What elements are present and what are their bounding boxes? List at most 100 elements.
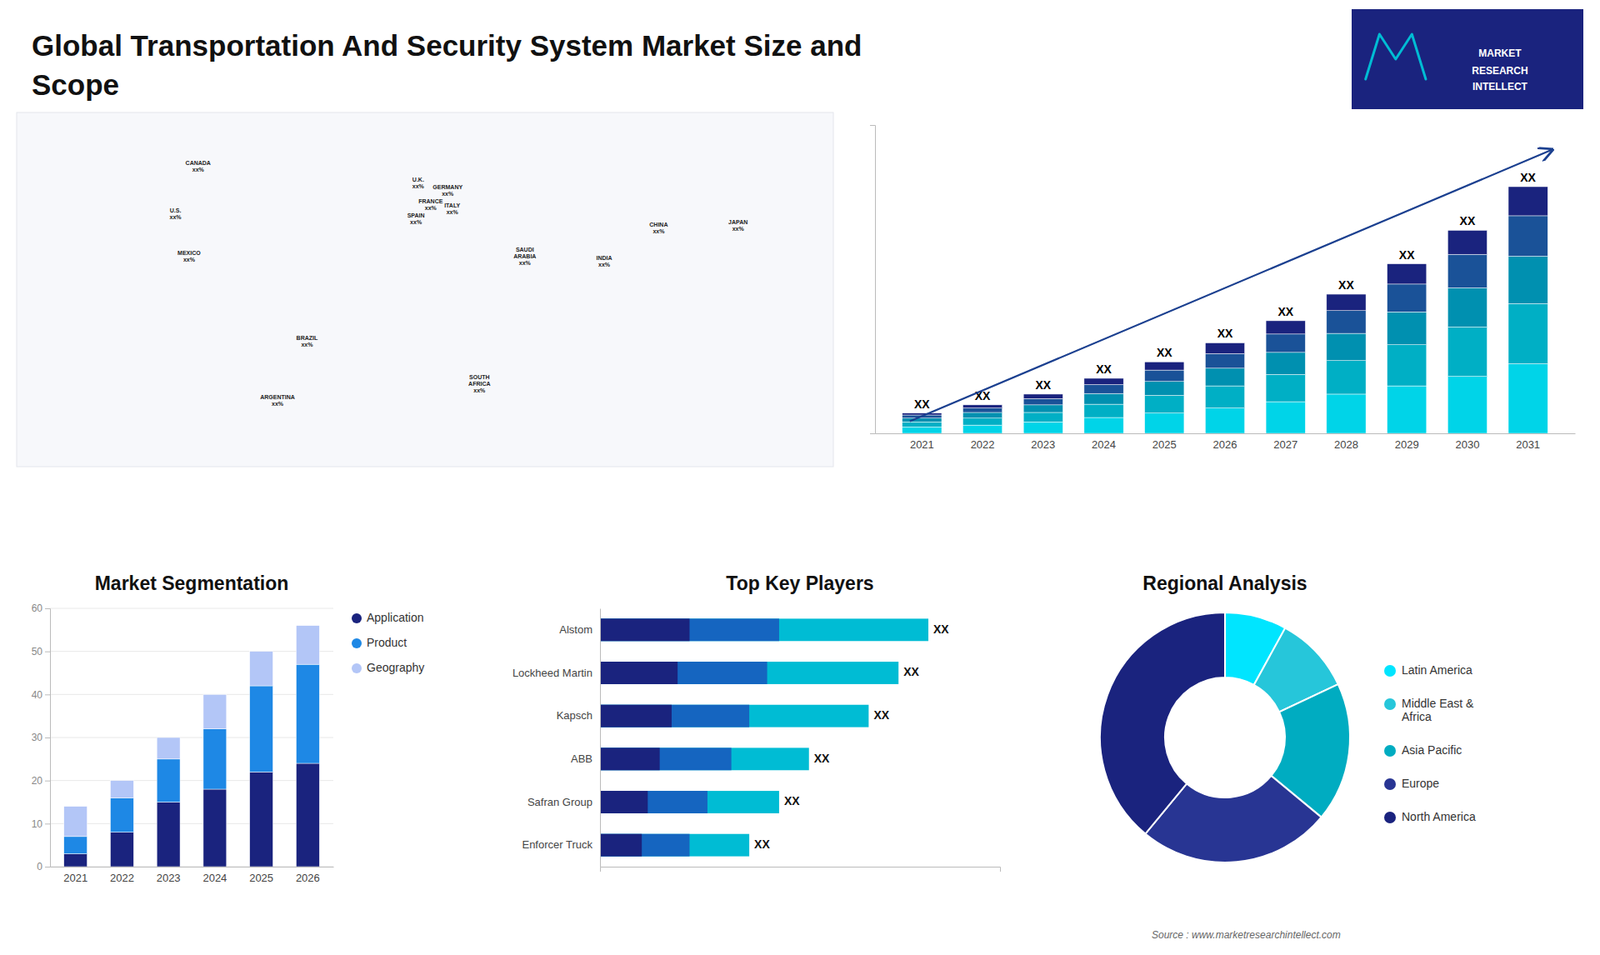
bar [1205,353,1245,368]
text-line: U.S. [170,207,182,214]
legend-label: Europe [1401,776,1440,790]
tick: Alstom [559,623,593,636]
tick-mark [45,823,50,825]
tick-label: 30 [31,731,44,744]
tick-label: 2023 [1030,438,1055,451]
grid [50,608,334,867]
tick-mark [45,737,50,739]
tick: 2025 [1152,438,1177,451]
series [64,664,320,854]
legend-swatch [351,613,362,624]
text-line: INDIA [596,254,613,260]
tick-mark [45,780,50,782]
bar [600,747,810,770]
bar [1265,352,1305,375]
axis [600,867,1001,873]
bar [1084,404,1124,418]
text-line: SPAIN [407,211,425,218]
tick: 2026 [1213,438,1238,451]
text-line: xx% [410,218,423,225]
axis: 202120222023202420252026 [50,867,335,885]
tick: 60 [31,602,50,615]
tick-label: 10 [31,818,44,830]
plot-area [600,618,929,856]
tick-label: 2030 [1455,438,1480,451]
data-label: XX [914,397,930,411]
text-line: Europe [1401,776,1440,790]
text-line: xx% [183,256,196,263]
bar [962,408,1002,413]
bar [1265,320,1305,335]
bar [64,836,88,855]
bar [203,694,227,729]
tick-label: 2022 [970,438,995,451]
tick: Safran Group [527,795,593,809]
grid-line [50,650,334,652]
tick: 2024 [1091,438,1116,451]
text-line: ARGENTINA [260,394,295,400]
bar [1205,385,1245,409]
text-line: xx% [473,387,486,394]
axis [870,125,876,435]
tick: 10 [31,818,50,830]
text-line: Scope [31,68,120,101]
bar [1447,326,1487,376]
bar [1387,311,1427,345]
bar [1205,342,1245,354]
bar [64,806,88,837]
bar [1205,368,1245,386]
bar [600,618,929,641]
bar [1145,370,1185,382]
chart-title: Top Key Players [725,572,874,595]
text-line: xx% [732,225,745,232]
bar [600,747,732,770]
map-label: FRANCExx% [418,197,443,210]
series [64,625,320,837]
bar-chart: Top Key PlayersXXXXXXXXXXXXAlstomLockhee… [512,572,1001,872]
bar [1084,378,1124,385]
map-label: ITALYxx% [444,202,460,215]
tick-label: Alstom [559,623,593,636]
map-label: CHINAxx% [649,221,668,235]
bar [1508,364,1548,434]
bar [1084,385,1124,395]
map-panel: CANADAxx%U.S.xx%MEXICOxx%BRAZILxx%ARGENT… [16,112,834,467]
tick-label: 20 [31,775,44,787]
axis: AlstomLockheed MartinKapschABBSafran Gro… [512,609,601,868]
bar [1265,334,1305,353]
data-label: XX [784,794,800,808]
text-line: ITALY [444,202,460,209]
text-line: North America [1401,810,1476,824]
text-line: xx% [446,209,460,215]
text-line: xx% [441,190,455,196]
legend-label: Geography [366,660,425,675]
text-line: MEXICO [177,250,201,256]
text-line: Market Segmentation [95,572,290,595]
bar [600,618,780,641]
legend-swatch [1384,745,1396,757]
tick-label: Safran Group [527,795,593,809]
text-line: BRAZIL [296,335,319,341]
bar [1387,385,1427,434]
text-line: Africa [1401,710,1432,724]
bar [110,832,134,867]
tick: 2030 [1455,438,1480,451]
tick-label: Lockheed Martin [512,666,593,680]
bar [1326,360,1366,395]
tick: 2022 [110,871,135,885]
logo: MARKETRESEARCHINTELLECT [1351,9,1584,110]
series [600,618,690,856]
bar [1387,284,1427,312]
bar [600,661,899,685]
tick-label: 2026 [295,871,320,885]
map-label: ARGENTINAxx% [260,394,295,407]
bar [902,426,942,434]
text-line: xx% [300,341,314,348]
bar [902,418,942,423]
bar [203,729,227,790]
bar-chart: Market Segmentation 202120222023202420252… [31,572,425,885]
tick-mark [45,694,50,695]
tick-label: Kapsch [556,709,593,722]
bar [902,413,942,415]
bar [1023,405,1063,413]
